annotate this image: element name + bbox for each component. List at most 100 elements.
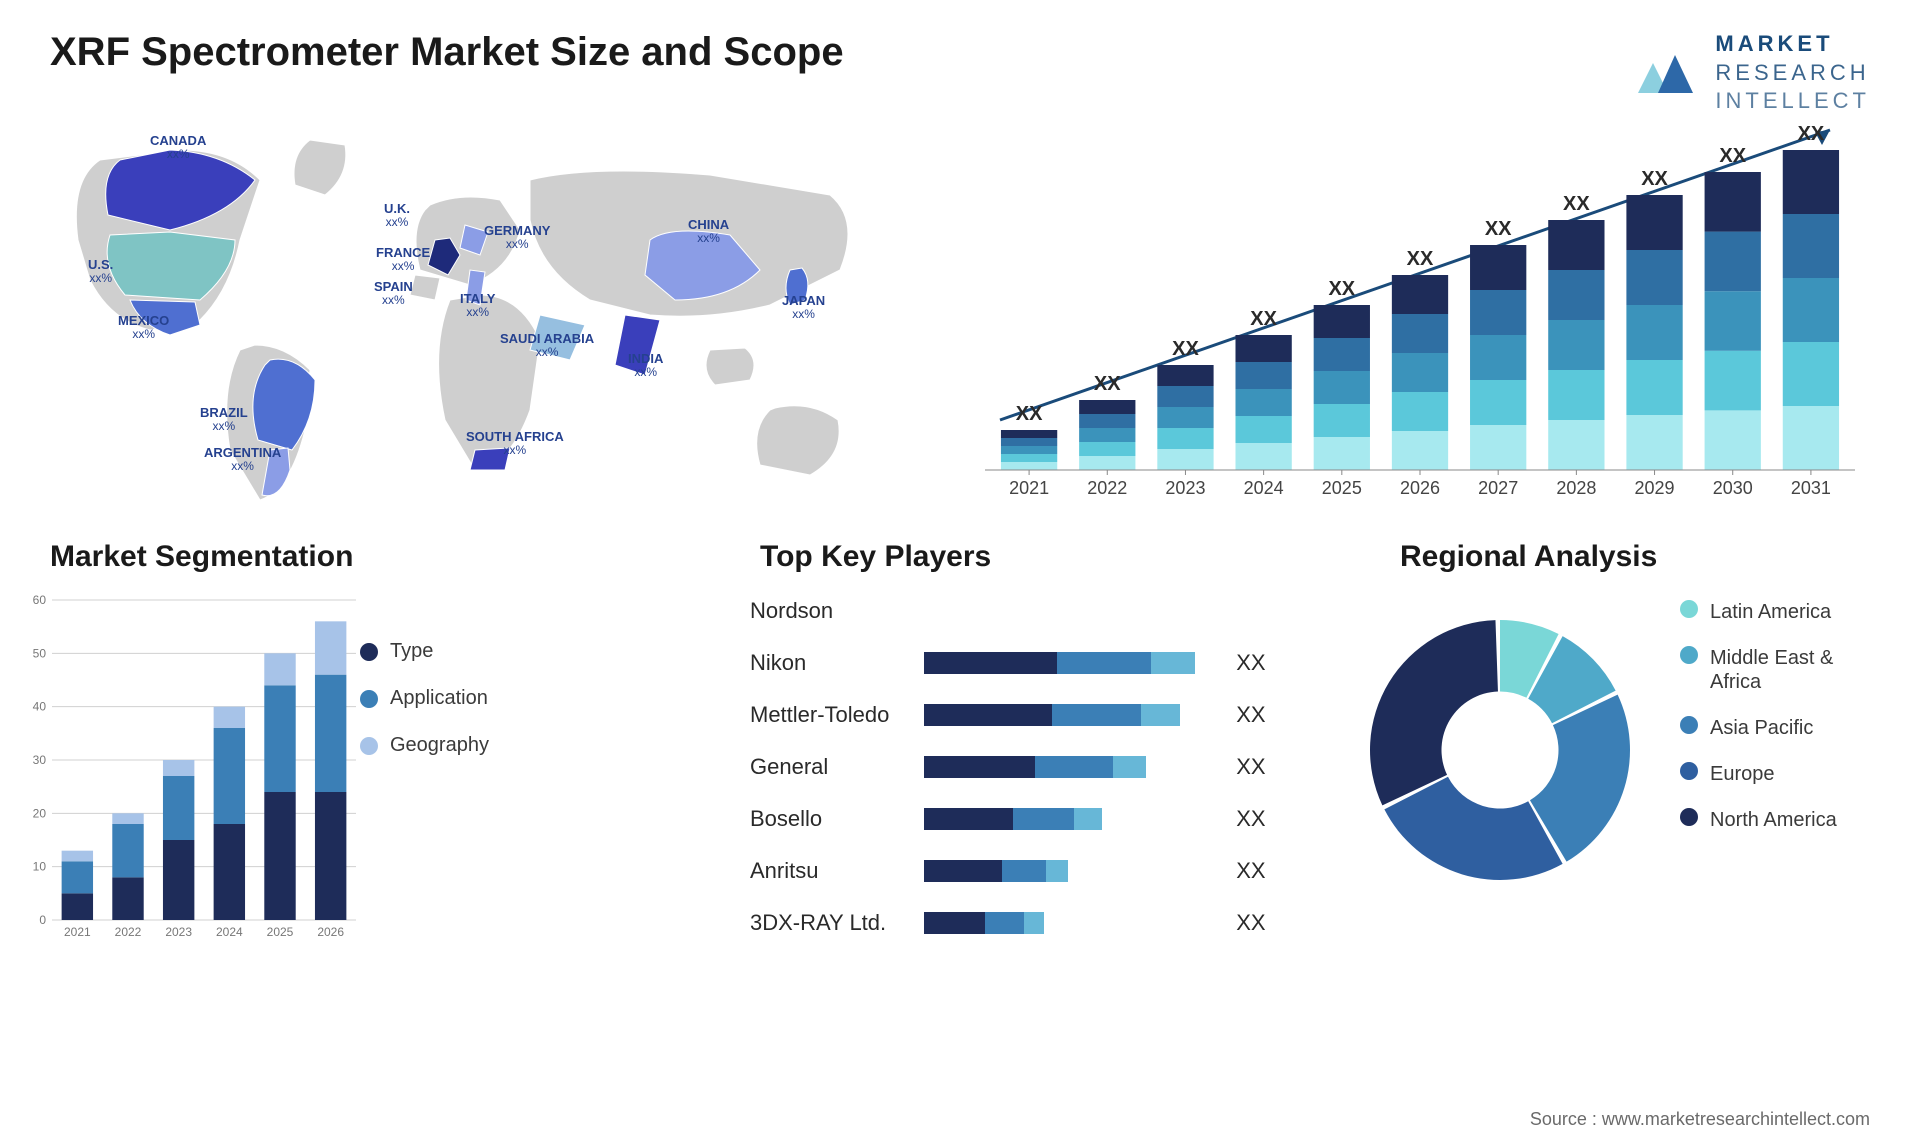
svg-text:2025: 2025 <box>267 925 294 939</box>
svg-text:XX: XX <box>1641 168 1668 190</box>
legend-item: Geography <box>360 734 489 757</box>
player-value: XX <box>1236 754 1280 780</box>
legend-item: Latin America <box>1680 600 1860 624</box>
map-label: U.S.xx% <box>88 258 113 285</box>
svg-text:40: 40 <box>33 700 47 714</box>
page-title: XRF Spectrometer Market Size and Scope <box>50 30 844 75</box>
legend-dot-icon <box>1680 600 1698 618</box>
legend-item: North America <box>1680 808 1860 832</box>
map-label: MEXICOxx% <box>118 314 169 341</box>
player-name: Mettler-Toledo <box>750 702 924 728</box>
player-bar <box>924 808 1222 830</box>
player-name: Nikon <box>750 650 924 676</box>
svg-text:10: 10 <box>33 860 47 874</box>
logo-line-1: MARKET <box>1715 30 1870 59</box>
svg-text:50: 50 <box>33 646 47 660</box>
legend-dot-icon <box>360 690 378 708</box>
map-label: CHINAxx% <box>688 218 729 245</box>
player-value: XX <box>1236 702 1280 728</box>
market-size-bar-chart: XX 2021 XX 2022 XX 2023 XX 2024 XX 2025 XX 2026 XX 20… <box>960 110 1860 510</box>
svg-text:2024: 2024 <box>216 925 243 939</box>
map-label: BRAZILxx% <box>200 406 248 433</box>
svg-text:XX: XX <box>1798 123 1825 145</box>
svg-text:2026: 2026 <box>1400 478 1440 498</box>
players-title: Top Key Players <box>760 540 991 574</box>
svg-text:XX: XX <box>1485 218 1512 240</box>
player-name: Nordson <box>750 598 925 624</box>
svg-text:2025: 2025 <box>1322 478 1362 498</box>
svg-text:2024: 2024 <box>1244 478 1284 498</box>
logo-mark-icon <box>1633 43 1703 103</box>
legend-dot-icon <box>360 643 378 661</box>
player-name: 3DX-RAY Ltd. <box>750 910 924 936</box>
svg-text:2028: 2028 <box>1556 478 1596 498</box>
map-label: ITALYxx% <box>460 292 495 319</box>
svg-text:2022: 2022 <box>115 925 142 939</box>
svg-text:2027: 2027 <box>1478 478 1518 498</box>
svg-text:XX: XX <box>1016 403 1043 425</box>
svg-text:XX: XX <box>1719 145 1746 167</box>
player-bar <box>924 860 1222 882</box>
world-map-panel: CANADAxx% U.S.xx% MEXICOxx% BRAZILxx% ARGENT… <box>30 120 910 520</box>
svg-text:2023: 2023 <box>1165 478 1205 498</box>
player-row: General XX <box>750 741 1280 793</box>
svg-text:2022: 2022 <box>1087 478 1127 498</box>
player-row: Mettler-Toledo XX <box>750 689 1280 741</box>
player-value: XX <box>1236 858 1280 884</box>
logo-line-2: RESEARCH <box>1715 59 1870 88</box>
svg-text:XX: XX <box>1563 193 1590 215</box>
regional-legend: Latin America Middle East & Africa Asia Pa… <box>1680 600 1860 854</box>
legend-item: Middle East & Africa <box>1680 646 1860 694</box>
legend-item: Application <box>360 687 489 710</box>
player-name: Bosello <box>750 806 924 832</box>
player-bar <box>924 704 1222 726</box>
legend-item: Type <box>360 640 489 663</box>
svg-text:2021: 2021 <box>1009 478 1049 498</box>
svg-text:60: 60 <box>33 593 47 607</box>
regional-donut-chart <box>1350 600 1650 900</box>
svg-text:XX: XX <box>1328 278 1355 300</box>
segmentation-legend: Type Application Geography <box>360 640 489 781</box>
svg-text:XX: XX <box>1407 248 1434 270</box>
legend-item: Europe <box>1680 762 1860 786</box>
svg-text:0: 0 <box>39 913 46 927</box>
player-row: Bosello XX <box>750 793 1280 845</box>
map-label: FRANCExx% <box>376 246 430 273</box>
map-label: U.K.xx% <box>384 202 410 229</box>
legend-dot-icon <box>360 737 378 755</box>
legend-dot-icon <box>1680 716 1698 734</box>
svg-text:2021: 2021 <box>64 925 91 939</box>
player-value: XX <box>1236 650 1280 676</box>
map-label: ARGENTINAxx% <box>204 446 281 473</box>
legend-item: Asia Pacific <box>1680 716 1860 740</box>
player-row: Nikon XX <box>750 637 1280 689</box>
svg-text:2026: 2026 <box>317 925 344 939</box>
player-name: Anritsu <box>750 858 924 884</box>
brand-logo: MARKET RESEARCH INTELLECT <box>1633 30 1870 116</box>
svg-text:2023: 2023 <box>165 925 192 939</box>
map-label: SAUDI ARABIAxx% <box>500 332 594 359</box>
svg-text:XX: XX <box>1094 373 1121 395</box>
segmentation-title: Market Segmentation <box>50 540 353 574</box>
svg-text:2031: 2031 <box>1791 478 1831 498</box>
key-players-chart: NordsonNikonXXMettler-ToledoXXGeneralXXB… <box>750 585 1280 949</box>
player-row: Anritsu XX <box>750 845 1280 897</box>
map-label: JAPANxx% <box>782 294 825 321</box>
svg-text:XX: XX <box>1172 338 1199 360</box>
player-name: General <box>750 754 924 780</box>
svg-text:2030: 2030 <box>1713 478 1753 498</box>
map-label: SPAINxx% <box>374 280 413 307</box>
legend-dot-icon <box>1680 646 1698 664</box>
map-label: CANADAxx% <box>150 134 206 161</box>
player-bar <box>924 652 1222 674</box>
legend-dot-icon <box>1680 762 1698 780</box>
map-label: INDIAxx% <box>628 352 663 379</box>
player-row: Nordson <box>750 585 1280 637</box>
player-bar <box>924 912 1222 934</box>
player-value: XX <box>1236 806 1280 832</box>
svg-text:30: 30 <box>33 753 47 767</box>
svg-text:XX: XX <box>1250 308 1277 330</box>
legend-dot-icon <box>1680 808 1698 826</box>
player-value: XX <box>1236 910 1280 936</box>
source-text: Source : www.marketresearchintellect.com <box>1530 1109 1870 1130</box>
